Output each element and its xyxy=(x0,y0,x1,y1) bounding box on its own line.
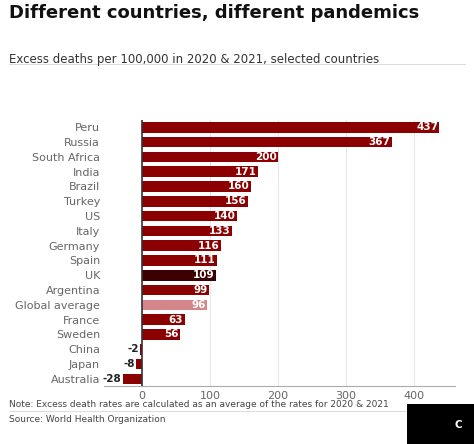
Text: Different countries, different pandemics: Different countries, different pandemics xyxy=(9,4,420,23)
Text: -2: -2 xyxy=(128,344,139,354)
Text: B: B xyxy=(438,420,446,430)
Bar xyxy=(142,181,251,192)
Bar xyxy=(142,300,207,310)
Text: 160: 160 xyxy=(228,182,249,191)
Text: 367: 367 xyxy=(368,137,390,147)
Text: 111: 111 xyxy=(194,255,216,266)
Bar xyxy=(142,270,216,281)
Bar xyxy=(140,344,142,355)
Text: 99: 99 xyxy=(193,285,208,295)
Text: 63: 63 xyxy=(169,315,183,325)
Bar xyxy=(142,166,258,177)
Bar xyxy=(137,359,142,369)
Text: Source: World Health Organization: Source: World Health Organization xyxy=(9,415,166,424)
Text: C: C xyxy=(454,420,462,430)
Text: 109: 109 xyxy=(193,270,215,280)
Bar xyxy=(142,196,248,206)
Text: Excess deaths per 100,000 in 2020 & 2021, selected countries: Excess deaths per 100,000 in 2020 & 2021… xyxy=(9,53,380,66)
Bar xyxy=(142,314,185,325)
Text: 171: 171 xyxy=(235,166,257,177)
Text: 156: 156 xyxy=(225,196,246,206)
Bar xyxy=(142,329,180,340)
Bar xyxy=(142,122,439,133)
Text: B: B xyxy=(423,420,430,430)
Bar xyxy=(142,255,218,266)
Bar xyxy=(142,226,232,236)
Bar xyxy=(123,373,142,384)
Bar xyxy=(142,240,221,251)
Bar xyxy=(142,211,237,222)
Bar xyxy=(142,285,209,295)
Bar xyxy=(142,151,278,162)
Text: 140: 140 xyxy=(214,211,236,221)
Text: -8: -8 xyxy=(123,359,135,369)
Text: 200: 200 xyxy=(255,152,277,162)
Bar xyxy=(142,137,392,147)
Text: 116: 116 xyxy=(198,241,219,251)
Text: 96: 96 xyxy=(191,300,206,310)
Text: Note: Excess death rates are calculated as an average of the rates for 2020 & 20: Note: Excess death rates are calculated … xyxy=(9,400,389,408)
Text: -28: -28 xyxy=(102,374,121,384)
Text: 133: 133 xyxy=(209,226,231,236)
Text: 56: 56 xyxy=(164,329,179,340)
Text: 437: 437 xyxy=(416,122,438,132)
